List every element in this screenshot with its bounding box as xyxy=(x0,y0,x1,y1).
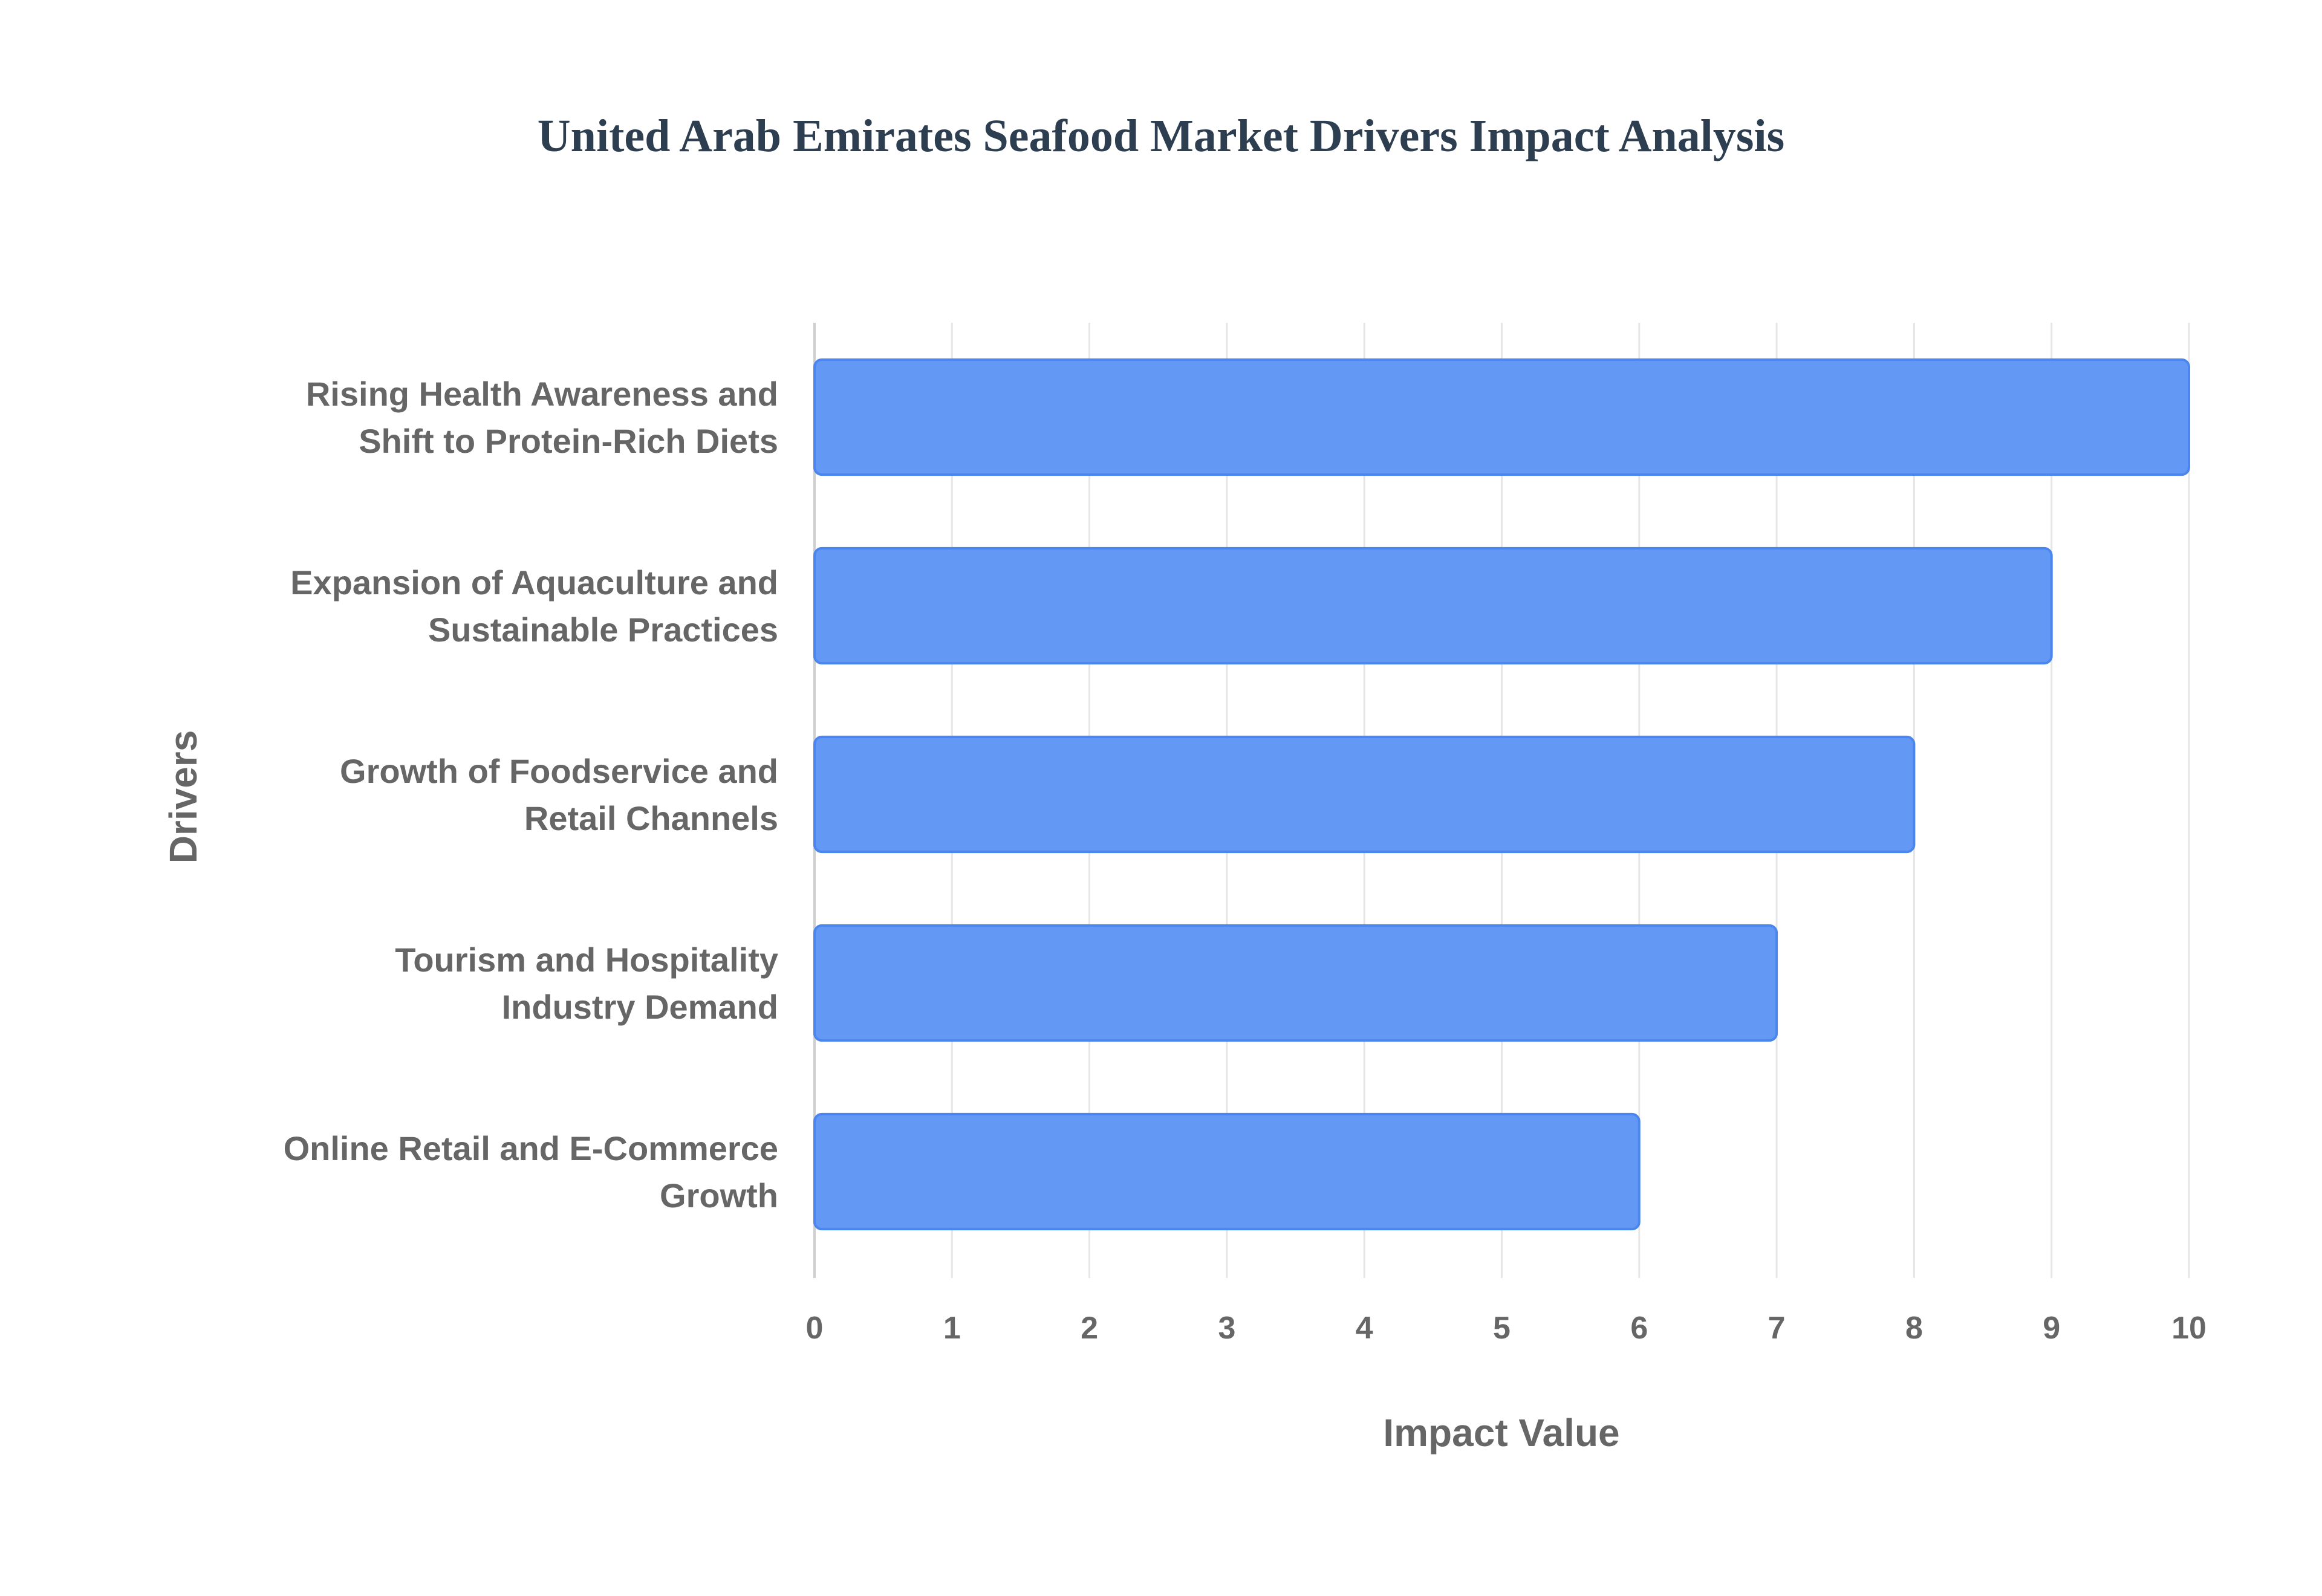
x-tick-label: 10 xyxy=(2171,1311,2207,1346)
y-tick-label: Industry Demand xyxy=(502,988,778,1026)
y-tick-label: Tourism and Hospitality xyxy=(395,941,778,979)
y-tick-label: Growth of Foodservice and xyxy=(340,752,778,790)
x-tick-label: 5 xyxy=(1493,1311,1511,1346)
x-tick-label: 3 xyxy=(1218,1311,1235,1346)
y-tick-label: Growth xyxy=(660,1176,778,1215)
y-tick-label: Retail Channels xyxy=(524,799,778,837)
y-tick-label: Online Retail and E-Commerce xyxy=(284,1129,778,1167)
y-tick-label: Sustainable Practices xyxy=(428,611,778,649)
x-tick-labels: 0 1 2 3 4 5 6 7 8 9 10 xyxy=(806,1311,2207,1346)
x-tick-label: 2 xyxy=(1081,1311,1098,1346)
x-tick-label: 7 xyxy=(1768,1311,1786,1346)
y-tick-labels: Rising Health Awareness and Shift to Prot… xyxy=(284,375,778,1215)
x-tick-label: 8 xyxy=(1905,1311,1923,1346)
bar xyxy=(813,1112,1641,1231)
x-tick-label: 0 xyxy=(806,1311,824,1346)
y-tick-label: Expansion of Aquaculture and xyxy=(290,563,778,602)
bar xyxy=(813,735,1916,854)
x-tick-label: 1 xyxy=(943,1311,961,1346)
x-tick-label: 4 xyxy=(1356,1311,1373,1346)
x-axis-title: Impact Value xyxy=(1383,1411,1619,1455)
bar xyxy=(813,924,1778,1042)
y-tick-label: Shift to Protein-Rich Diets xyxy=(359,422,778,460)
bars xyxy=(813,358,2190,1231)
y-axis-title: Drivers xyxy=(161,730,205,864)
chart-title: United Arab Emirates Seafood Market Driv… xyxy=(538,111,1784,161)
y-tick-label: Rising Health Awareness and xyxy=(306,375,778,413)
bar xyxy=(813,358,2190,476)
x-tick-label: 9 xyxy=(2043,1311,2060,1346)
bar xyxy=(813,547,2053,665)
x-tick-label: 6 xyxy=(1630,1311,1648,1346)
